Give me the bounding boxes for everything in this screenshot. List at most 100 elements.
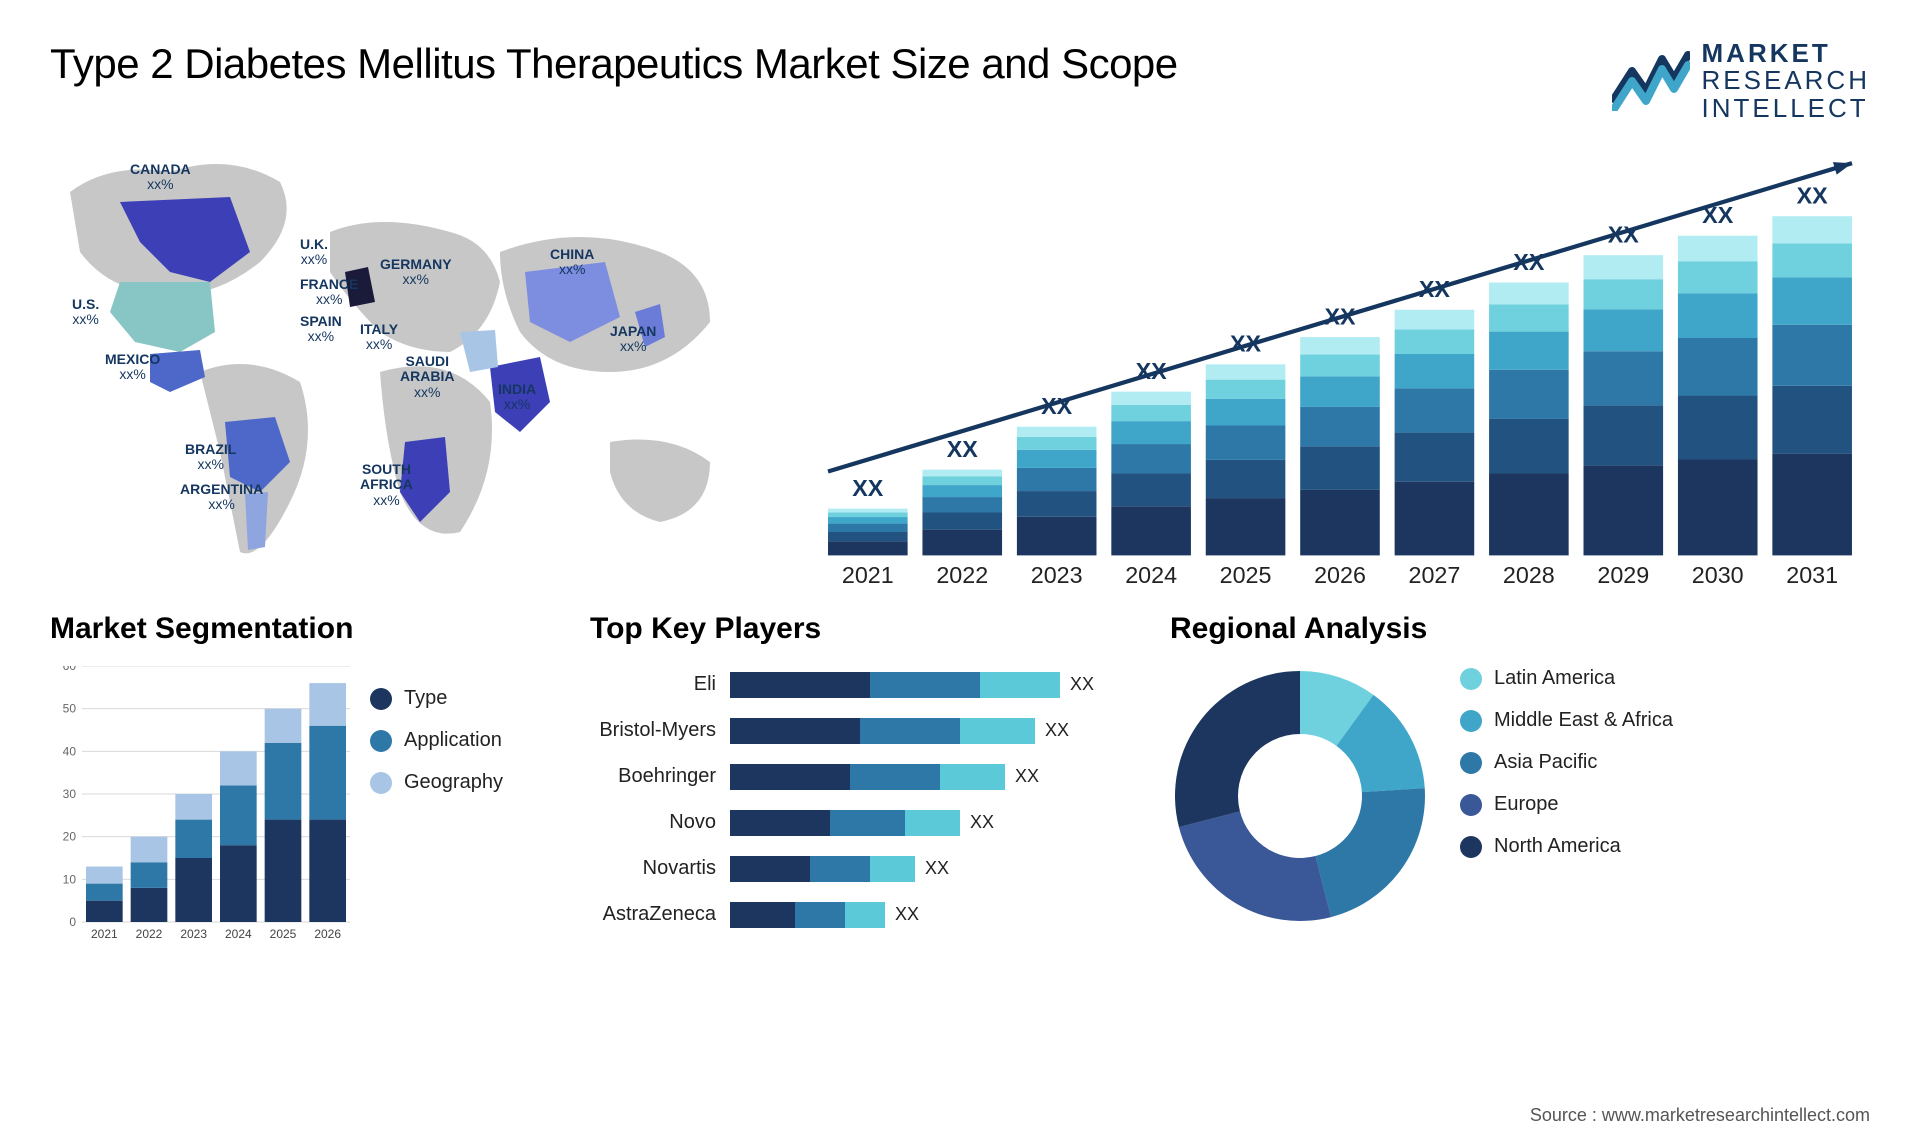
player-value: XX xyxy=(1070,674,1094,695)
player-name: Novartis xyxy=(590,857,730,880)
players-panel: Top Key Players EliXXBristol-MyersXXBoeh… xyxy=(590,612,1130,952)
svg-text:2027: 2027 xyxy=(1409,562,1461,588)
player-bar xyxy=(730,672,1060,698)
legend-label: Type xyxy=(404,686,447,710)
player-name: Eli xyxy=(590,673,730,696)
svg-text:30: 30 xyxy=(63,787,77,801)
player-row: Bristol-MyersXX xyxy=(590,712,1130,750)
player-bar-segment xyxy=(860,718,960,744)
logo-line-1: MARKET xyxy=(1702,40,1870,67)
bottom-row: Market Segmentation 01020304050602021202… xyxy=(50,612,1870,952)
source-attribution: Source : www.marketresearchintellect.com xyxy=(1530,1105,1870,1126)
segmentation-title: Market Segmentation xyxy=(50,612,550,646)
svg-text:40: 40 xyxy=(63,744,77,758)
map-label: JAPANxx% xyxy=(610,324,656,355)
map-label: INDIAxx% xyxy=(498,382,536,413)
legend-item: North America xyxy=(1460,834,1870,858)
svg-text:XX: XX xyxy=(1797,182,1829,208)
player-bar-segment xyxy=(980,672,1060,698)
svg-text:2025: 2025 xyxy=(270,927,297,941)
legend-item: Asia Pacific xyxy=(1460,750,1870,774)
players-body: EliXXBristol-MyersXXBoehringerXXNovoXXNo… xyxy=(590,666,1130,952)
map-label: CHINAxx% xyxy=(550,247,594,278)
svg-text:2029: 2029 xyxy=(1597,562,1649,588)
player-row: Novartis XX xyxy=(590,850,1130,888)
svg-text:2030: 2030 xyxy=(1692,562,1744,588)
svg-text:50: 50 xyxy=(63,702,77,716)
player-bar-segment xyxy=(960,718,1035,744)
player-bar-segment xyxy=(730,902,795,928)
legend-label: Europe xyxy=(1494,792,1559,816)
legend-swatch xyxy=(1460,668,1482,690)
svg-text:2031: 2031 xyxy=(1786,562,1838,588)
legend-label: Application xyxy=(404,728,502,752)
map-label: ARGENTINAxx% xyxy=(180,482,263,513)
page-title: Type 2 Diabetes Mellitus Therapeutics Ma… xyxy=(50,40,1178,88)
legend-swatch xyxy=(1460,794,1482,816)
players-title: Top Key Players xyxy=(590,612,1130,646)
player-bar-segment xyxy=(850,764,940,790)
map-label: SOUTHAFRICAxx% xyxy=(360,462,413,508)
legend-label: Asia Pacific xyxy=(1494,750,1597,774)
regional-title: Regional Analysis xyxy=(1170,612,1870,646)
player-name: Boehringer xyxy=(590,765,730,788)
legend-swatch xyxy=(1460,752,1482,774)
legend-swatch xyxy=(1460,710,1482,732)
regional-panel: Regional Analysis Latin AmericaMiddle Ea… xyxy=(1170,612,1870,952)
legend-swatch xyxy=(370,730,392,752)
regional-legend: Latin AmericaMiddle East & AfricaAsia Pa… xyxy=(1460,666,1870,876)
legend-swatch xyxy=(1460,836,1482,858)
legend-item: Application xyxy=(370,728,550,752)
growth-bar-chart: XX2021XX2022XX2023XX2024XX2025XX2026XX20… xyxy=(810,142,1870,598)
map-label: BRAZILxx% xyxy=(185,442,236,473)
svg-text:20: 20 xyxy=(63,830,77,844)
svg-text:2023: 2023 xyxy=(1031,562,1083,588)
player-bar-segment xyxy=(730,672,870,698)
map-label: CANADAxx% xyxy=(130,162,191,193)
svg-text:2024: 2024 xyxy=(1125,562,1177,588)
player-bar xyxy=(730,902,885,928)
svg-text:2023: 2023 xyxy=(180,927,207,941)
player-bar xyxy=(730,810,960,836)
player-value: XX xyxy=(925,858,949,879)
svg-text:2021: 2021 xyxy=(842,562,894,588)
svg-text:XX: XX xyxy=(852,475,884,501)
player-value: XX xyxy=(970,812,994,833)
player-value: XX xyxy=(895,904,919,925)
segmentation-panel: Market Segmentation 01020304050602021202… xyxy=(50,612,550,952)
player-bar-segment xyxy=(730,810,830,836)
player-value: XX xyxy=(1045,720,1069,741)
legend-label: Latin America xyxy=(1494,666,1615,690)
player-bar-segment xyxy=(810,856,870,882)
svg-text:0: 0 xyxy=(69,915,76,929)
map-label: U.S.xx% xyxy=(72,297,99,328)
legend-item: Type xyxy=(370,686,550,710)
legend-item: Latin America xyxy=(1460,666,1870,690)
player-bar-segment xyxy=(730,718,860,744)
map-label: MEXICOxx% xyxy=(105,352,160,383)
svg-text:2024: 2024 xyxy=(225,927,252,941)
player-bar xyxy=(730,856,915,882)
legend-swatch xyxy=(370,772,392,794)
svg-text:XX: XX xyxy=(947,436,979,462)
svg-text:2026: 2026 xyxy=(1314,562,1366,588)
player-bar-segment xyxy=(845,902,885,928)
world-map-panel: CANADAxx% U.S.xx%MEXICOxx% BRAZILxx% ARGENT… xyxy=(50,142,770,572)
logo-line-3: INTELLECT xyxy=(1702,95,1870,122)
map-label: ITALYxx% xyxy=(360,322,398,353)
map-label: GERMANYxx% xyxy=(380,257,452,288)
logo-line-2: RESEARCH xyxy=(1702,67,1870,94)
segmentation-legend: Type Application Geography xyxy=(370,666,550,952)
header: Type 2 Diabetes Mellitus Therapeutics Ma… xyxy=(50,40,1870,122)
player-bar xyxy=(730,764,1005,790)
top-row: CANADAxx% U.S.xx%MEXICOxx% BRAZILxx% ARGENT… xyxy=(50,142,1870,572)
player-row: NovoXX xyxy=(590,804,1130,842)
player-bar-segment xyxy=(870,856,915,882)
player-bar-segment xyxy=(870,672,980,698)
svg-text:2021: 2021 xyxy=(91,927,118,941)
legend-label: Geography xyxy=(404,770,503,794)
player-row: AstraZenecaXX xyxy=(590,896,1130,934)
logo-text: MARKET RESEARCH INTELLECT xyxy=(1702,40,1870,122)
legend-item: Geography xyxy=(370,770,550,794)
player-bar xyxy=(730,718,1035,744)
